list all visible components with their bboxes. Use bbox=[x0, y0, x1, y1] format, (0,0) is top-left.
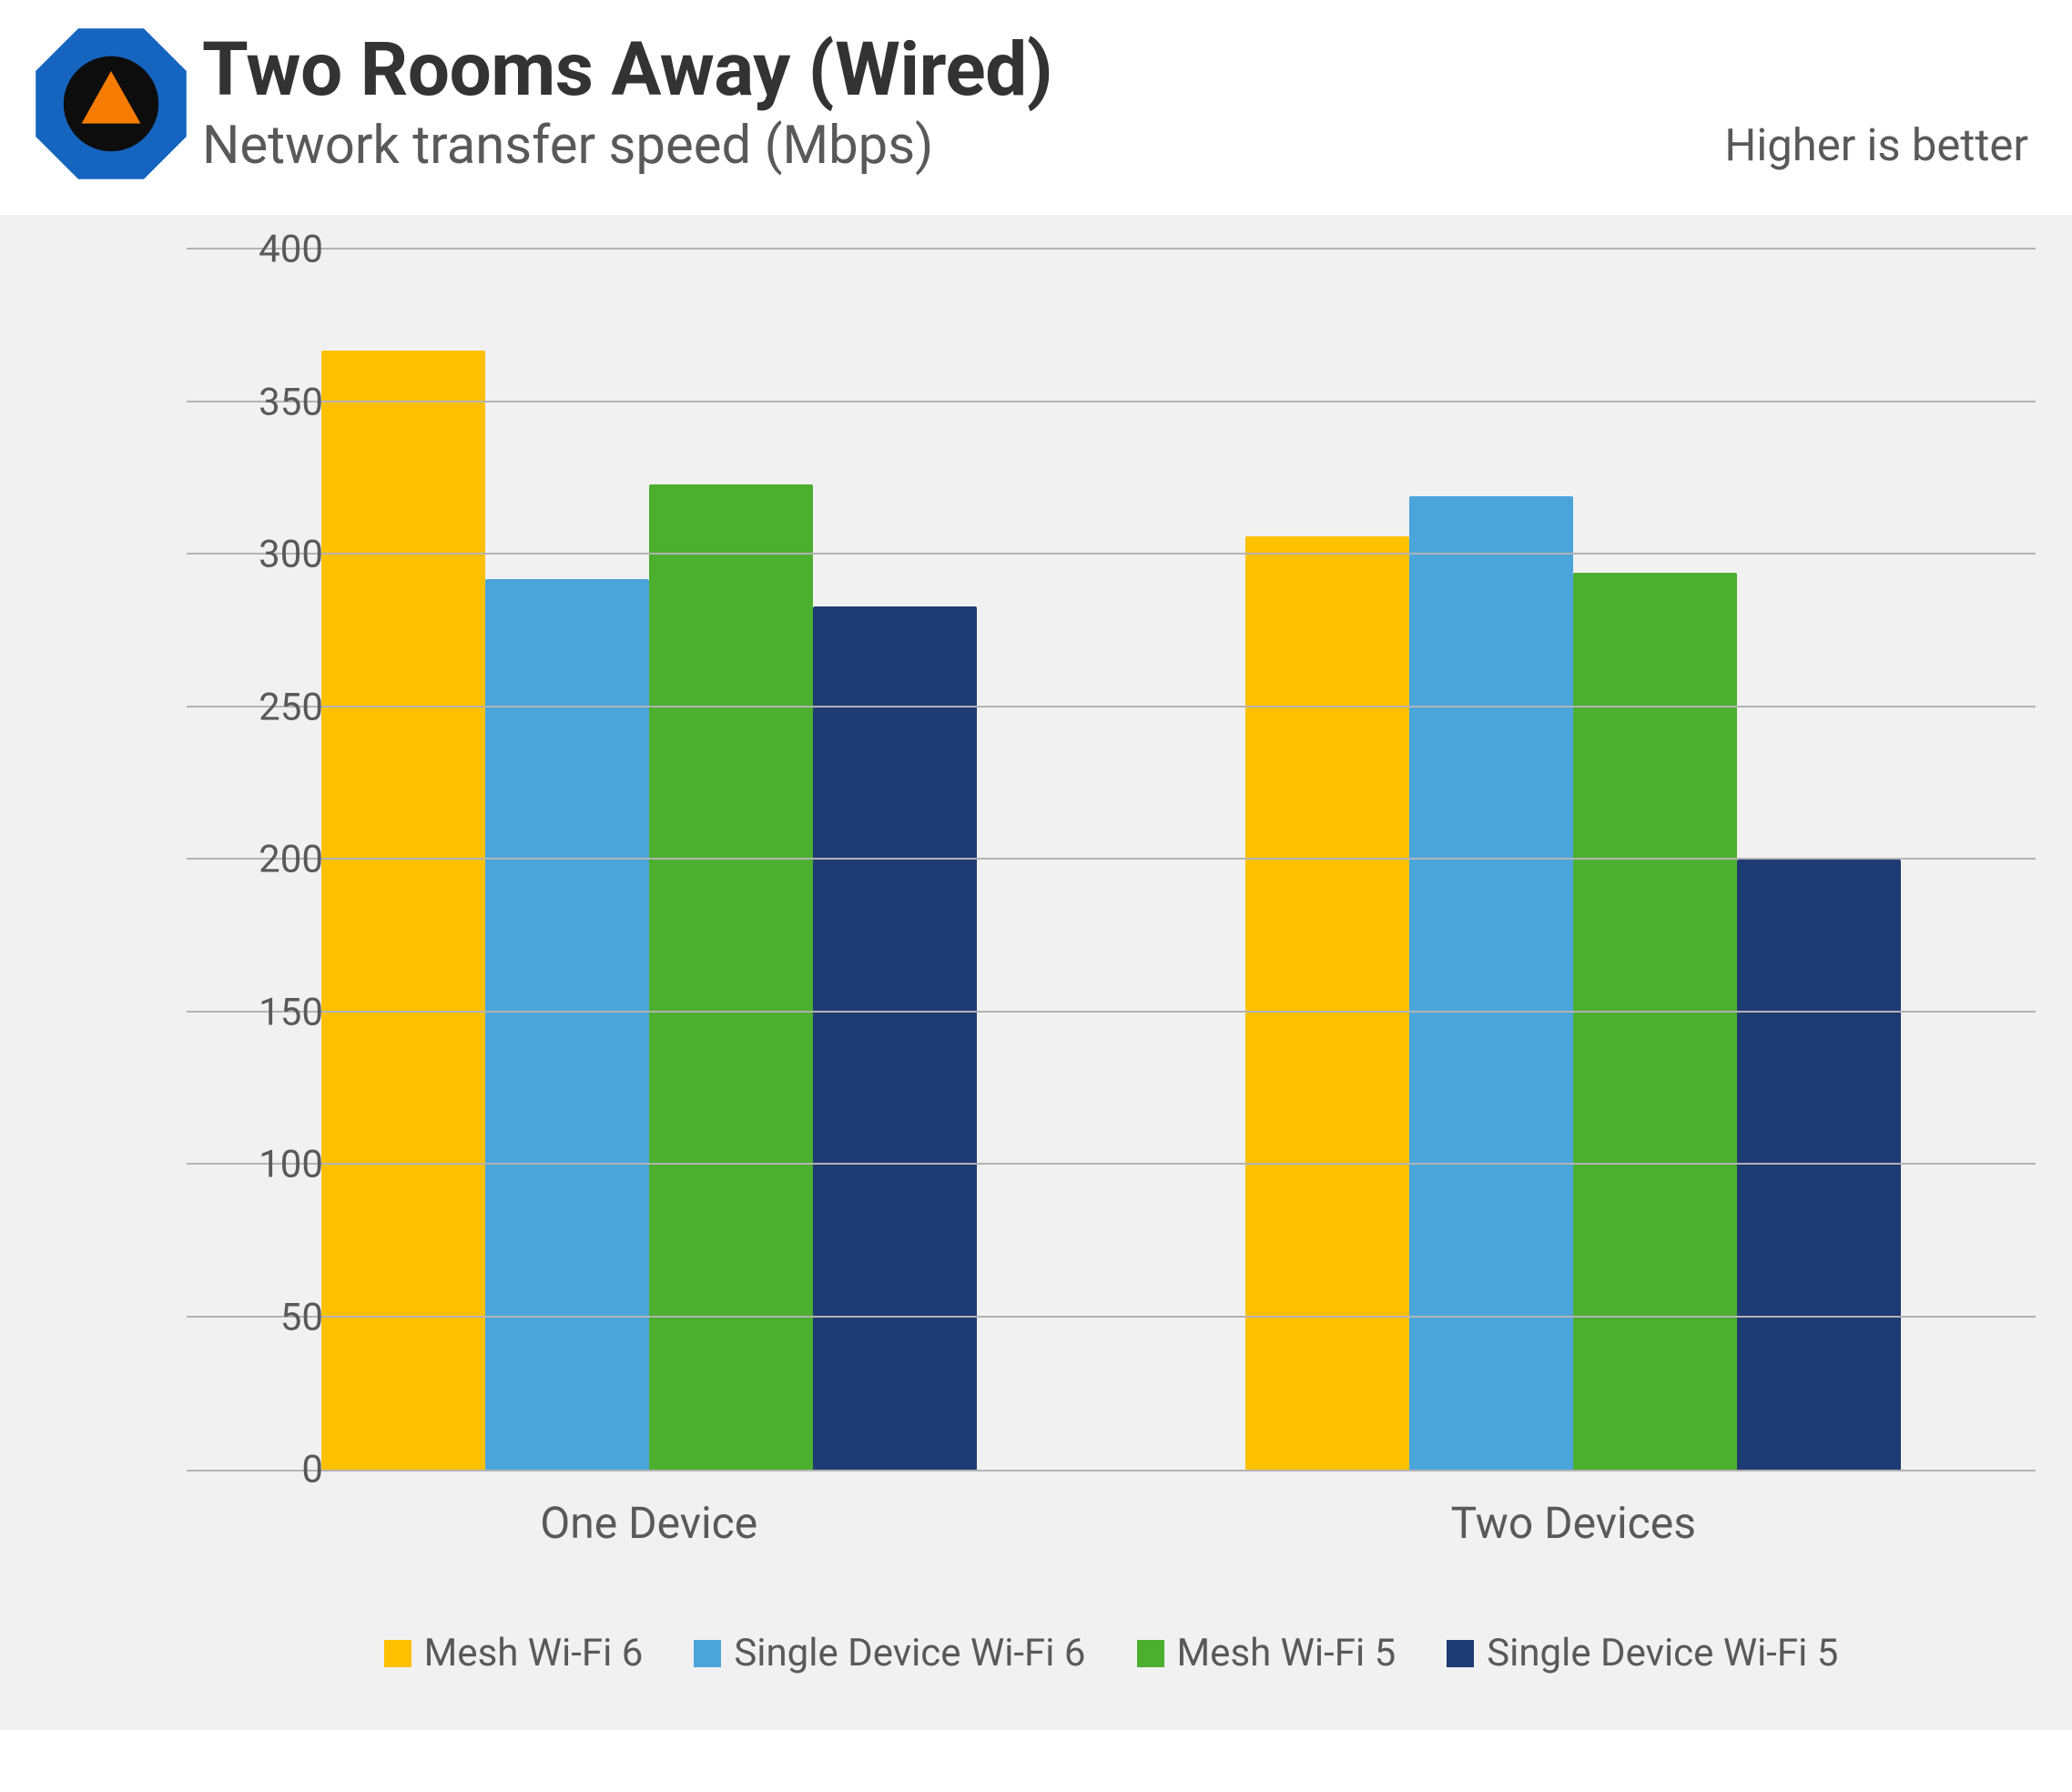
legend-item: Single Device Wi-Fi 5 bbox=[1447, 1631, 1838, 1675]
legend-label: Single Device Wi-Fi 5 bbox=[1487, 1631, 1838, 1675]
legend-swatch bbox=[384, 1640, 411, 1667]
higher-is-better-label: Higher is better bbox=[1724, 119, 2036, 186]
logo-icon bbox=[29, 22, 193, 186]
bar bbox=[1245, 536, 1409, 1470]
legend-label: Mesh Wi-Fi 5 bbox=[1177, 1631, 1397, 1675]
bar bbox=[813, 606, 977, 1470]
y-axis-tick-label: 0 bbox=[301, 1448, 323, 1492]
gridline bbox=[187, 1163, 2036, 1165]
gridline bbox=[187, 401, 2036, 402]
logo bbox=[20, 22, 202, 186]
legend-swatch bbox=[694, 1640, 721, 1667]
legend-swatch bbox=[1447, 1640, 1474, 1667]
chart-subtitle: Network transfer speed (Mbps) bbox=[202, 115, 1724, 177]
bar bbox=[1573, 573, 1737, 1470]
legend: Mesh Wi-Fi 6 Single Device Wi-Fi 6 Mesh Wi… bbox=[187, 1631, 2036, 1675]
legend-label: Single Device Wi-Fi 6 bbox=[734, 1631, 1085, 1675]
bar-group bbox=[1112, 251, 2036, 1470]
gridline bbox=[187, 553, 2036, 555]
y-axis-tick-label: 200 bbox=[259, 838, 323, 882]
chart-title: Two Rooms Away (Wired) bbox=[202, 31, 1724, 109]
y-axis-tick-label: 250 bbox=[259, 685, 323, 729]
bar bbox=[321, 351, 485, 1470]
gridline bbox=[187, 858, 2036, 860]
legend-item: Mesh Wi-Fi 6 bbox=[384, 1631, 644, 1675]
chart-area: 0 50 100 150 200 250 300 350 400 One DeviceTwo D… bbox=[0, 215, 2072, 1730]
gridline bbox=[187, 706, 2036, 708]
legend-item: Mesh Wi-Fi 5 bbox=[1137, 1631, 1397, 1675]
x-axis-labels: One DeviceTwo Devices bbox=[187, 1497, 2036, 1549]
bar bbox=[485, 579, 649, 1470]
bar bbox=[1409, 496, 1573, 1470]
y-axis-tick-label: 400 bbox=[259, 228, 323, 272]
bar bbox=[649, 484, 813, 1470]
bar bbox=[1737, 860, 1901, 1470]
legend-label: Mesh Wi-Fi 6 bbox=[424, 1631, 644, 1675]
x-axis-category-label: One Device bbox=[187, 1497, 1112, 1549]
title-block: Two Rooms Away (Wired) Network transfer … bbox=[202, 31, 1724, 177]
y-axis-tick-label: 350 bbox=[259, 380, 323, 424]
x-axis-category-label: Two Devices bbox=[1112, 1497, 2036, 1549]
legend-item: Single Device Wi-Fi 6 bbox=[694, 1631, 1085, 1675]
y-axis-tick-label: 100 bbox=[259, 1143, 323, 1187]
gridline bbox=[187, 248, 2036, 249]
y-axis-tick-label: 50 bbox=[280, 1295, 323, 1339]
bar-group bbox=[187, 251, 1112, 1470]
y-axis-tick-label: 300 bbox=[259, 533, 323, 577]
plot-area: 050100150200250300350400 bbox=[187, 251, 2036, 1471]
y-axis-tick-label: 150 bbox=[259, 990, 323, 1034]
legend-swatch bbox=[1137, 1640, 1164, 1667]
gridline bbox=[187, 1316, 2036, 1318]
chart-header: Two Rooms Away (Wired) Network transfer … bbox=[0, 0, 2072, 215]
bar-groups bbox=[187, 251, 2036, 1470]
gridline bbox=[187, 1011, 2036, 1013]
chart-frame: 050100150200250300350400 One DeviceTwo D… bbox=[36, 251, 2036, 1675]
